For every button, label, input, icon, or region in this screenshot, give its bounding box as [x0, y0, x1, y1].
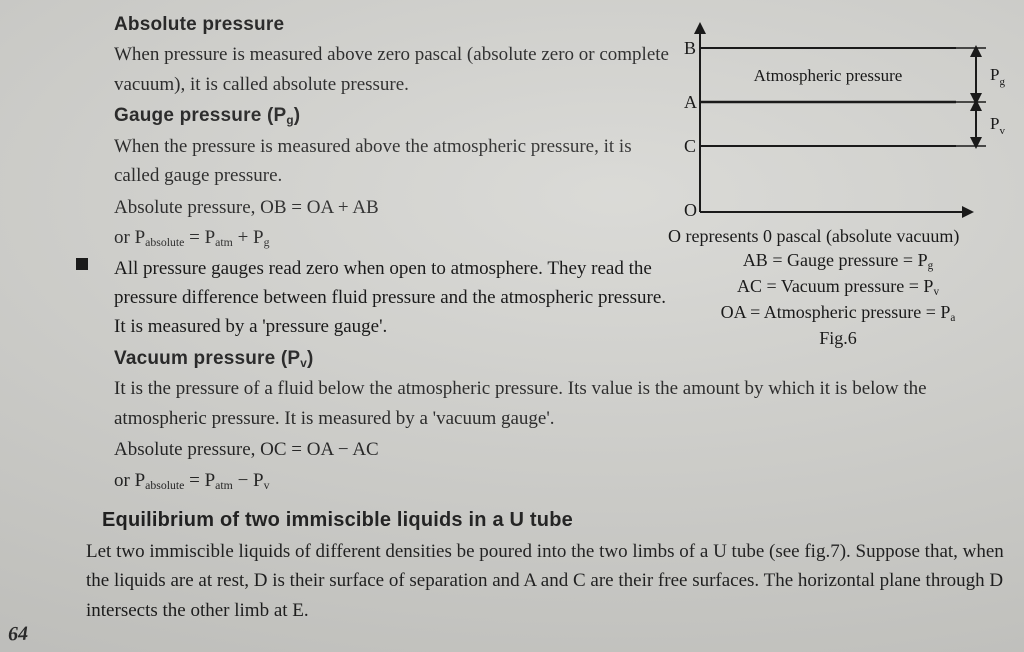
body-absolute-pressure: When pressure is measured above zero pas…	[114, 40, 669, 99]
eq-frag: or P	[114, 470, 145, 491]
eq-frag-sub: absolute	[145, 236, 184, 249]
square-bullet-icon	[76, 258, 88, 270]
svg-text:B: B	[684, 38, 696, 58]
eq-frag-sub: absolute	[145, 479, 184, 492]
svg-text:O: O	[684, 200, 697, 220]
diagram-caption: O represents 0 pascal (absolute vacuum) …	[668, 224, 1008, 350]
svg-text:Atmospheric pressure: Atmospheric pressure	[754, 66, 903, 85]
eq-frag-sub: g	[264, 236, 270, 249]
heading-gauge-main: Gauge pressure (P	[114, 105, 286, 126]
cap-frag-sub: v	[933, 286, 939, 298]
eq-frag: − P	[233, 470, 264, 491]
svg-text:Pv: Pv	[990, 114, 1005, 137]
eq-pabs-vacuum: or Pabsolute = Patm − Pv	[114, 466, 1006, 495]
cap-frag: AB = Gauge pressure = P	[743, 250, 928, 270]
heading-vacuum-main: Vacuum pressure (P	[114, 348, 300, 369]
svg-text:A: A	[684, 92, 697, 112]
caption-ac: AC = Vacuum pressure = Pv	[668, 274, 1008, 300]
eq-absolute-oc: Absolute pressure, OC = OA − AC	[114, 435, 1006, 464]
cap-frag-sub: a	[950, 312, 955, 324]
pressure-diagram: B A C O Atmospheric pressure Pg Pv O represent…	[668, 14, 1008, 314]
body-vacuum-pressure: It is the pressure of a fluid below the …	[114, 374, 1006, 433]
eq-frag-sub: v	[264, 479, 270, 492]
heading-vacuum-close: )	[307, 348, 314, 369]
pressure-diagram-svg: B A C O Atmospheric pressure Pg Pv	[668, 14, 1008, 224]
cap-frag-sub: g	[928, 260, 934, 272]
page-number: 64	[7, 619, 28, 651]
svg-text:C: C	[684, 136, 696, 156]
body-gauges-note: All pressure gauges read zero when open …	[114, 254, 669, 342]
eq-frag: or P	[114, 227, 145, 248]
heading-utube: Equilibrium of two immiscible liquids in…	[102, 505, 1006, 536]
svg-text:Pg: Pg	[990, 65, 1005, 88]
cap-frag: OA = Atmospheric pressure = P	[721, 302, 951, 322]
caption-o: O represents 0 pascal (absolute vacuum)	[668, 224, 1008, 248]
cap-frag: AC = Vacuum pressure = P	[737, 276, 933, 296]
body-utube: Let two immiscible liquids of different …	[86, 537, 1006, 625]
eq-frag: = P	[184, 227, 215, 248]
eq-frag: + P	[233, 227, 264, 248]
heading-gauge-close: )	[294, 105, 301, 126]
caption-oa: OA = Atmospheric pressure = Pa	[668, 300, 1008, 326]
caption-fig: Fig.6	[668, 326, 1008, 350]
eq-frag: = P	[184, 470, 215, 491]
eq-frag-sub: atm	[215, 236, 233, 249]
eq-frag-sub: atm	[215, 479, 233, 492]
caption-ab: AB = Gauge pressure = Pg	[668, 248, 1008, 274]
body-gauge-pressure: When the pressure is measured above the …	[114, 132, 669, 191]
heading-gauge-sub: g	[286, 114, 293, 127]
